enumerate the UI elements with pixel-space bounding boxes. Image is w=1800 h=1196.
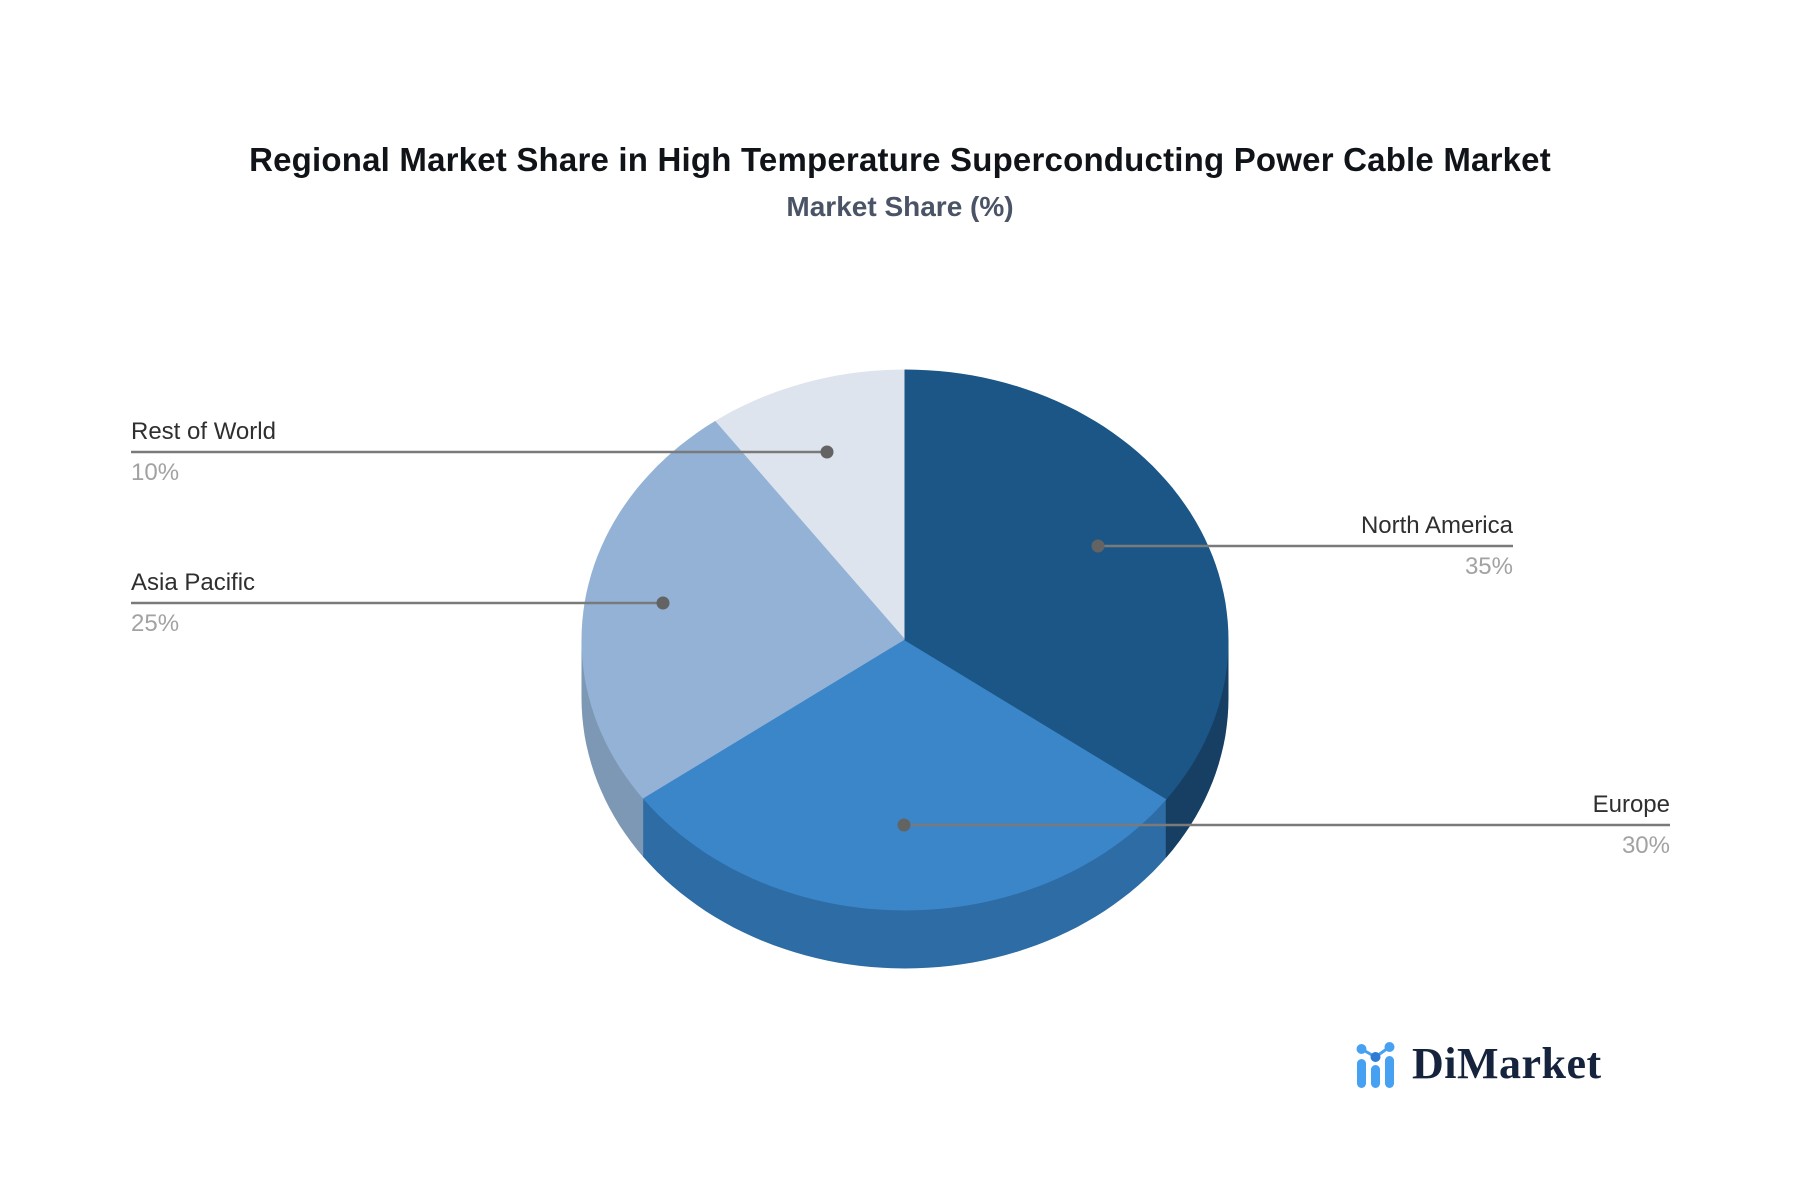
chart-subtitle: Market Share (%) [786, 191, 1014, 222]
pie-slice-rest-of-world[interactable] [714, 369, 906, 641]
callout-label-asia-pacific: Asia Pacific [131, 569, 256, 596]
bar-chart-trend-icon [1356, 1042, 1395, 1088]
callout-dot-north-america [1091, 539, 1105, 553]
callout-label-europe: Europe [1592, 791, 1670, 818]
pie-slice-asia-pacific[interactable] [581, 421, 906, 800]
callout-value-europe: 30% [1621, 832, 1670, 859]
callout-value-north-america: 35% [1464, 553, 1513, 580]
callout-dot-asia-pacific [656, 596, 670, 610]
pie-slice-europe[interactable] [643, 639, 1167, 911]
callout-value-asia-pacific: 25% [131, 610, 180, 637]
brand-logo: DiMarket [1356, 1040, 1602, 1088]
callout-label-rest-of-world: Rest of World [131, 418, 276, 445]
chart-title: Regional Market Share in High Temperatur… [249, 141, 1551, 178]
brand-logo-text: DiMarket [1412, 1039, 1602, 1088]
callout-dot-rest-of-world [820, 445, 834, 459]
pie-slice-north-america[interactable] [904, 369, 1229, 800]
callout-dot-europe [897, 818, 911, 832]
callout-label-north-america: North America [1360, 512, 1513, 539]
callout-value-rest-of-world: 10% [131, 459, 180, 486]
